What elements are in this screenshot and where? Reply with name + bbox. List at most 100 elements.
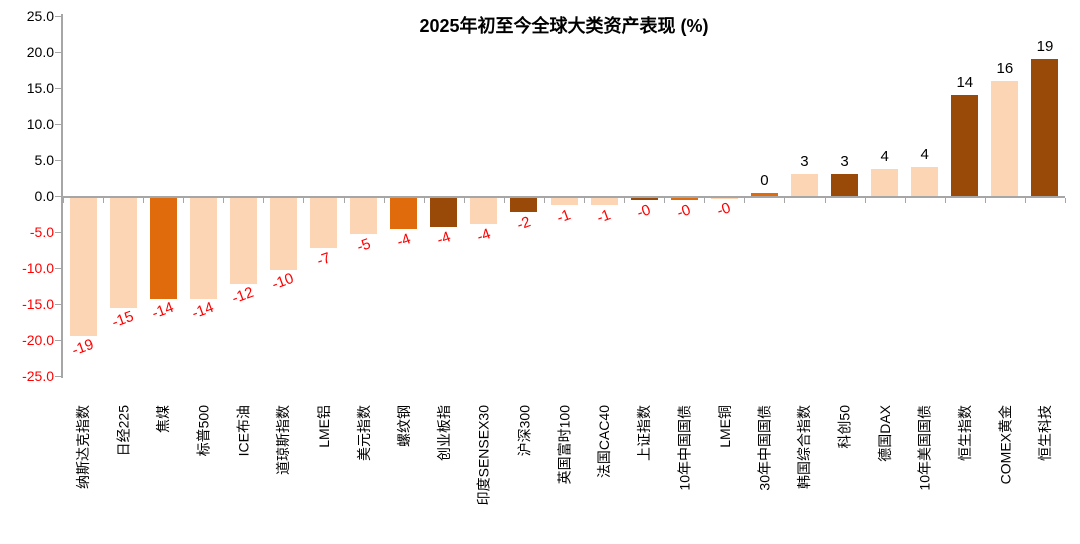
x-tick-mark [824, 198, 826, 203]
bar-value-label: -4 [434, 228, 453, 249]
x-tick-mark [343, 198, 345, 203]
x-tick-mark [143, 198, 145, 203]
bar [1031, 59, 1059, 196]
category-label: 10年美国国债 [916, 405, 933, 491]
bar-value-label: -7 [314, 249, 333, 271]
bar [951, 95, 979, 196]
y-tick-mark [55, 16, 61, 17]
category-label: LME铜 [716, 405, 733, 448]
bar [831, 174, 859, 196]
bar-value-label: -10 [270, 269, 297, 294]
bar [149, 198, 177, 299]
bar [310, 198, 338, 249]
bar [109, 198, 137, 309]
y-tick-label: -5.0 [29, 224, 54, 240]
bar [430, 198, 458, 227]
y-tick-label: -20.0 [22, 332, 54, 348]
bar [911, 167, 939, 196]
x-tick-mark [704, 198, 706, 203]
category-label: 30年中国国债 [756, 405, 773, 491]
bar-value-label: -0 [714, 199, 734, 220]
bar-value-label: 3 [840, 153, 849, 171]
x-tick-mark [744, 198, 746, 203]
y-tick-mark [55, 304, 61, 305]
x-tick-mark [263, 198, 265, 203]
x-tick-mark [1024, 198, 1026, 203]
bar-value-label: 14 [956, 74, 974, 92]
y-tick-label: -10.0 [22, 260, 54, 276]
x-tick-mark [904, 198, 906, 203]
bar-value-label: 3 [800, 153, 809, 171]
bar [229, 198, 257, 285]
category-label: 焦煤 [155, 405, 172, 433]
category-label: LME铝 [315, 405, 332, 448]
y-tick-mark [55, 268, 61, 269]
x-tick-mark [864, 198, 866, 203]
bar-value-label: -14 [189, 298, 217, 323]
y-tick-label: 15.0 [26, 80, 54, 96]
x-axis-zero-line [63, 196, 1065, 198]
category-label: 标普500 [195, 405, 212, 457]
bar-value-label: -4 [394, 230, 413, 251]
y-axis [61, 14, 63, 378]
bar-value-label: -2 [514, 213, 533, 235]
y-tick-label: 10.0 [26, 116, 54, 132]
category-label: 螺纹钢 [395, 405, 412, 447]
x-tick-mark [183, 198, 185, 203]
x-tick-mark [303, 198, 305, 203]
x-tick-mark [984, 198, 986, 203]
bar [269, 198, 297, 270]
bar [69, 198, 97, 337]
y-tick-label: 20.0 [26, 44, 54, 60]
category-label: 恒生指数 [956, 405, 973, 461]
bar [510, 198, 538, 213]
chart-title: 2025年初至今全球大类资产表现 (%) [419, 16, 709, 36]
category-label: 纳斯达克指数 [75, 405, 92, 489]
category-label: 日经225 [115, 405, 132, 457]
bar [630, 198, 658, 201]
x-tick-mark [584, 198, 586, 203]
bar [790, 174, 818, 196]
category-label: 英国富时100 [556, 405, 572, 485]
x-tick-mark [223, 198, 225, 203]
category-label: COMEX黄金 [996, 405, 1013, 485]
y-tick-mark [55, 232, 61, 233]
bar-value-label: -1 [594, 206, 614, 227]
bar-value-label: 0 [760, 172, 769, 190]
bar [750, 193, 778, 196]
bar-value-label: -19 [69, 336, 96, 360]
category-label: 上证指数 [636, 405, 653, 461]
category-label: 道琼斯指数 [275, 405, 292, 475]
y-tick-label: 25.0 [26, 8, 54, 24]
category-label: 法国CAC40 [596, 405, 613, 479]
bar [670, 198, 698, 201]
x-tick-mark [664, 198, 666, 203]
category-label: 沪深300 [515, 405, 532, 457]
y-tick-mark [55, 376, 61, 377]
y-tick-mark [55, 124, 61, 125]
bar-value-label: 16 [996, 59, 1014, 77]
y-tick-label: -15.0 [22, 296, 54, 312]
bar [550, 198, 578, 206]
y-tick-mark [55, 196, 61, 197]
category-label: 韩国综合指数 [796, 405, 813, 489]
x-tick-mark [944, 198, 946, 203]
y-tick-mark [55, 52, 61, 53]
bar [991, 80, 1019, 196]
y-tick-mark [55, 160, 61, 161]
x-tick-mark [463, 198, 465, 203]
x-tick-mark [543, 198, 545, 203]
bar-value-label: -5 [354, 235, 373, 256]
bar [350, 198, 378, 234]
x-tick-mark [503, 198, 505, 203]
y-tick-label: 5.0 [34, 152, 54, 168]
x-tick-mark [423, 198, 425, 203]
bar [590, 198, 618, 206]
x-tick-mark [103, 198, 105, 203]
bar [871, 168, 899, 196]
category-label: 10年中国国债 [676, 405, 693, 491]
y-tick-mark [55, 340, 61, 341]
category-label: 科创50 [836, 405, 853, 449]
